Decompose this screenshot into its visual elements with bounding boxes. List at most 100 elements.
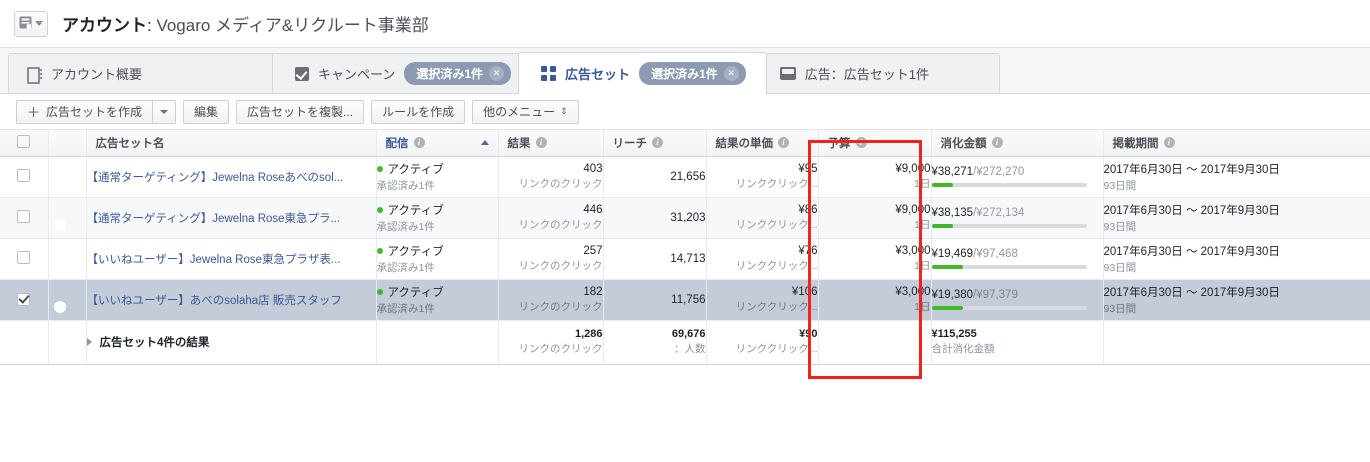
total-budget-cell [818, 320, 932, 365]
status-dot-icon [376, 206, 383, 213]
table-row[interactable]: 【いいねユーザー】あべのsolaha店 販売スタッフ アクティブ 承認済み1件 … [0, 279, 1370, 321]
table-header: 広告セット名 配信 i 結果 i リーチ i 結果の単価 i [0, 130, 1370, 157]
total-cost-per-result-cell: ¥90 リンククリック... [706, 320, 819, 365]
info-icon[interactable]: i [991, 137, 1003, 149]
reach-cell: 14,713 [603, 238, 707, 280]
budget-sub: 1日 [914, 177, 931, 190]
total-label-cell[interactable]: 広告セット4件の結果 [86, 320, 377, 365]
sort-ascending-icon[interactable] [480, 140, 489, 146]
close-icon[interactable]: ✕ [723, 65, 739, 81]
schedule-cell: 2017年6月30日 〜 2017年9月30日 93日間 [1103, 238, 1370, 280]
cost-per-result-value: ¥76 [798, 244, 818, 257]
info-icon[interactable]: i [652, 137, 663, 149]
more-menu-button[interactable]: 他のメニュー ⇕ [472, 99, 579, 124]
info-icon[interactable]: i [855, 137, 867, 149]
row-select-cell[interactable] [0, 238, 49, 280]
amount-spent-total: /¥97,379 [973, 289, 1018, 301]
budget-cell[interactable]: ¥3,000 1日 [818, 279, 932, 321]
col-adset-name[interactable]: 広告セット名 [86, 130, 377, 157]
spend-progress-bar [931, 306, 1087, 310]
cost-per-result-sub: リンククリック... [735, 218, 818, 231]
budget-cell[interactable]: ¥9,000 1日 [818, 197, 932, 239]
table-row[interactable]: 【通常ターゲティング】Jewelna Roseあべのsol... アクティブ 承… [0, 156, 1370, 198]
tab-account-overview[interactable]: アカウント概要 [8, 53, 286, 93]
adset-name-cell[interactable]: 【通常ターゲティング】Jewelna Roseあべのsol... [86, 156, 377, 198]
cost-per-result-sub: リンククリック... [735, 300, 818, 313]
adset-selection-chip[interactable]: 選択済み1件 ✕ [639, 61, 746, 85]
amount-spent-total: /¥272,270 [973, 166, 1025, 178]
reach-cell: 31,203 [603, 197, 707, 239]
total-results-sub: リンクのクリック [518, 343, 603, 355]
table-row[interactable]: 【通常ターゲティング】Jewelna Rose東急プラ... アクティブ 承認済… [0, 197, 1370, 239]
reach-value: 11,756 [671, 293, 706, 306]
cost-per-result-cell: ¥106 リンククリック... [706, 279, 819, 321]
tab-adsets[interactable]: 広告セット 選択済み1件 ✕ [518, 52, 767, 94]
spend-progress-bar [931, 183, 1087, 187]
adset-name-cell[interactable]: 【いいねユーザー】Jewelna Rose東急プラザ表... [86, 238, 377, 280]
total-results-value: 1,286 [574, 328, 603, 340]
row-checkbox[interactable] [17, 250, 31, 264]
delivery-cell: アクティブ 承認済み1件 [376, 279, 499, 321]
row-select-cell[interactable] [0, 156, 49, 198]
budget-cell[interactable]: ¥9,000 1日 [818, 156, 932, 198]
row-toggle-cell[interactable] [48, 238, 87, 280]
create-adset-button[interactable]: ＋ 広告セットを作成 [16, 99, 154, 124]
col-results[interactable]: 結果 i [498, 130, 604, 157]
reach-value: 31,203 [670, 211, 706, 224]
select-all-checkbox[interactable] [17, 134, 31, 148]
tab-campaigns[interactable]: キャンペーン 選択済み1件 ✕ [272, 53, 533, 93]
amount-spent-total: /¥272,134 [973, 207, 1025, 219]
create-rule-button[interactable]: ルールを作成 [371, 99, 466, 124]
adset-grid-icon [541, 65, 557, 81]
row-checkbox[interactable] [17, 168, 31, 182]
info-icon[interactable]: i [413, 137, 425, 149]
schedule-cell: 2017年6月30日 〜 2017年9月30日 93日間 [1103, 156, 1370, 198]
info-icon[interactable]: i [1163, 137, 1175, 149]
col-schedule[interactable]: 掲載期間 i [1103, 130, 1370, 157]
adset-name-link[interactable]: 【いいねユーザー】あべのsolaha店 販売スタッフ [86, 294, 342, 307]
total-blank-check [0, 320, 49, 365]
reach-value: 21,656 [670, 170, 706, 183]
row-checkbox[interactable] [17, 209, 31, 223]
info-icon[interactable]: i [778, 137, 789, 149]
results-cell: 403 リンクのクリック [498, 156, 604, 198]
row-select-cell[interactable] [0, 279, 49, 321]
delivery-status: アクティブ [387, 245, 444, 258]
campaign-selection-chip[interactable]: 選択済み1件 ✕ [404, 62, 512, 85]
amount-spent-cell: ¥19,380/¥97,379 [931, 279, 1104, 321]
table-row[interactable]: 【いいねユーザー】Jewelna Rose東急プラザ表... アクティブ 承認済… [0, 238, 1370, 280]
results-value: 446 [583, 203, 603, 216]
tab-ads[interactable]: 広告：広告セット1件 [752, 53, 1000, 93]
col-select-all[interactable] [0, 130, 49, 157]
adset-name-link[interactable]: 【いいねユーザー】Jewelna Rose東急プラザ表... [86, 253, 341, 266]
col-delivery[interactable]: 配信 i [376, 130, 499, 157]
adset-name-cell[interactable]: 【通常ターゲティング】Jewelna Rose東急プラ... [86, 197, 377, 239]
delivery-cell: アクティブ 承認済み1件 [376, 238, 499, 280]
adset-name-link[interactable]: 【通常ターゲティング】Jewelna Rose東急プラ... [86, 212, 341, 225]
close-icon[interactable]: ✕ [489, 66, 505, 81]
create-adset-dropdown-button[interactable] [153, 99, 177, 124]
info-icon[interactable]: i [535, 137, 547, 149]
delivery-status: アクティブ [387, 163, 444, 176]
col-amount-spent[interactable]: 消化金額 i [931, 130, 1104, 157]
results-value: 257 [583, 244, 603, 257]
row-select-cell[interactable] [0, 197, 49, 239]
expand-triangle-icon[interactable] [86, 338, 92, 346]
row-checkbox[interactable] [17, 292, 31, 306]
col-budget[interactable]: 予算 i [818, 130, 932, 157]
duplicate-adset-button[interactable]: 広告セットを複製... [236, 99, 365, 124]
adset-name-link[interactable]: 【通常ターゲティング】Jewelna Roseあべのsol... [86, 171, 344, 184]
create-adset-split-button[interactable]: ＋ 広告セットを作成 [16, 99, 177, 124]
toolbar: ＋ 広告セットを作成 編集 広告セットを複製... ルールを作成 他のメニュー … [0, 94, 1370, 130]
row-toggle-cell[interactable] [48, 279, 87, 321]
row-toggle-cell[interactable] [48, 197, 87, 239]
edit-button[interactable]: 編集 [183, 99, 230, 124]
col-cost-per-result[interactable]: 結果の単価 i [706, 130, 819, 157]
row-toggle-cell[interactable] [48, 156, 87, 198]
adset-name-cell[interactable]: 【いいねユーザー】あべのsolaha店 販売スタッフ [86, 279, 377, 321]
account-switcher-button[interactable] [14, 10, 48, 37]
adsets-table-wrapper: 広告セット名 配信 i 結果 i リーチ i 結果の単価 i [0, 130, 1370, 365]
col-reach[interactable]: リーチ i [603, 130, 707, 157]
budget-cell[interactable]: ¥3,000 1日 [818, 238, 932, 280]
